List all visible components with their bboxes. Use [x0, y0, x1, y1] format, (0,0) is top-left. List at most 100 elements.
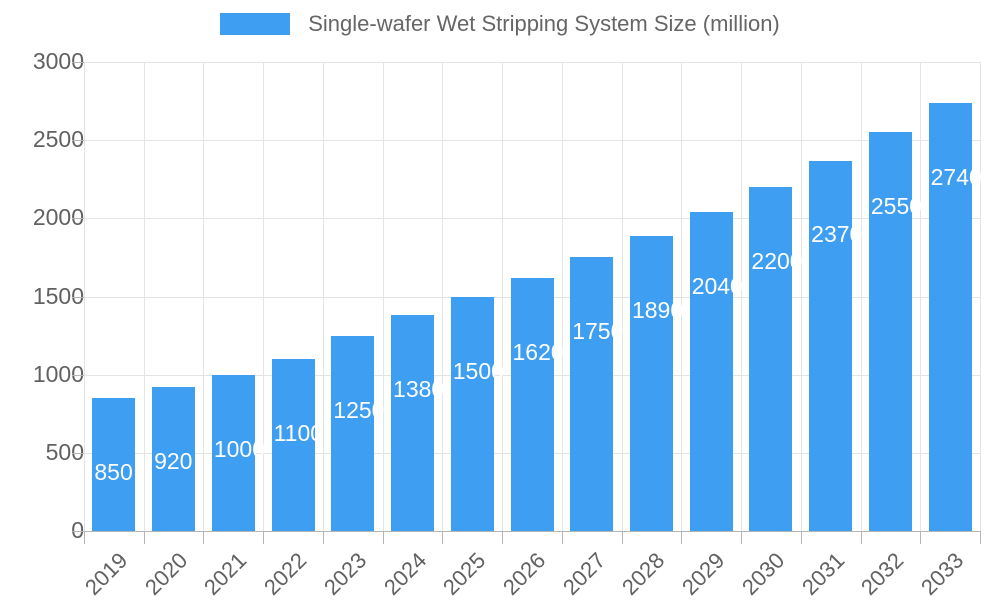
y-axis-tick-label: 0 — [71, 517, 84, 543]
gridline-vertical — [801, 62, 802, 531]
bar[interactable] — [868, 132, 912, 531]
bar-group[interactable]: 1620 — [510, 62, 564, 531]
bar[interactable] — [629, 235, 673, 531]
x-axis-tick-mark — [323, 531, 324, 544]
bar-group[interactable]: 1100 — [271, 62, 323, 531]
x-axis-tick-mark — [442, 531, 443, 544]
chart-legend: Single-wafer Wet Stripping System Size (… — [0, 12, 1000, 36]
y-axis-tick-mark — [72, 374, 84, 376]
bar-group[interactable]: 1750 — [570, 62, 623, 531]
y-axis-tick-label: 2000 — [32, 204, 84, 231]
y-axis-tick-label: 500 — [45, 438, 84, 465]
bar[interactable] — [749, 187, 793, 531]
bar-group[interactable]: 1380 — [391, 62, 444, 531]
bar[interactable] — [450, 296, 494, 531]
x-axis-tick-mark — [203, 531, 204, 544]
x-axis-line — [72, 531, 980, 532]
gridline-vertical — [84, 62, 85, 531]
bar-group[interactable]: 2550 — [868, 62, 922, 531]
gridline-vertical — [741, 62, 742, 531]
x-axis-tick-label: 2022 — [259, 547, 312, 600]
bar-group[interactable]: 1250 — [331, 62, 384, 531]
y-axis-tick-label: 3000 — [32, 48, 84, 74]
y-axis-tick-mark — [72, 62, 84, 63]
x-axis-tick-mark — [502, 531, 503, 544]
bar-group[interactable]: 2740 — [928, 62, 982, 531]
gridline-vertical — [861, 62, 862, 531]
x-axis-tick-label: 2024 — [378, 547, 431, 600]
bar[interactable] — [570, 257, 614, 531]
y-axis-tick-mark — [72, 296, 84, 298]
x-axis-tick-mark — [562, 531, 563, 544]
gridline-vertical — [502, 62, 503, 531]
x-axis-tick-mark — [144, 531, 145, 544]
bar-group[interactable]: 2040 — [689, 62, 743, 531]
x-axis-tick-mark — [980, 531, 981, 544]
bar[interactable] — [510, 277, 554, 531]
gridline-vertical — [203, 62, 204, 531]
gridline-vertical — [323, 62, 324, 531]
x-axis-tick-mark — [383, 531, 384, 544]
gridline-vertical — [681, 62, 682, 531]
x-axis-tick-label: 2028 — [617, 547, 670, 600]
x-axis-tick-mark — [622, 531, 623, 544]
plot-area: 850 920 1000 1100 1250 1380 1500 1620 1750 1890 20… — [84, 62, 982, 532]
bar[interactable] — [391, 315, 435, 531]
gridline-horizontal — [84, 140, 980, 142]
x-axis-tick-mark — [801, 531, 802, 544]
bar[interactable] — [928, 102, 972, 531]
y-axis-tick-mark — [72, 140, 84, 142]
x-axis-tick-label: 2023 — [318, 547, 372, 600]
gridline-vertical — [144, 62, 145, 531]
bar-group[interactable]: 1500 — [450, 62, 504, 531]
gridline-vertical — [920, 62, 921, 531]
x-axis-tick-mark — [861, 531, 862, 544]
y-axis-tick-mark — [72, 531, 84, 532]
x-axis-tick-label: 2020 — [139, 547, 192, 600]
y-axis-tick-label: 1500 — [32, 282, 84, 309]
y-axis-tick-label: 2500 — [32, 126, 84, 153]
gridline-vertical — [980, 62, 981, 531]
legend-label: Single-wafer Wet Stripping System Size (… — [308, 11, 780, 36]
bar-group[interactable]: 920 — [152, 62, 196, 531]
y-axis-tick-label: 1000 — [32, 360, 84, 387]
y-axis: 0 500 1000 1500 2000 2500 3000 — [0, 0, 84, 600]
x-axis-tick-label: 2029 — [677, 547, 730, 600]
x-axis-tick-label: 2027 — [557, 547, 610, 600]
gridline-vertical — [622, 62, 623, 531]
x-axis-tick-mark — [263, 531, 264, 544]
bar[interactable] — [211, 374, 255, 531]
bar[interactable] — [152, 387, 196, 531]
x-axis-tick-label: 2026 — [497, 547, 551, 600]
bar[interactable] — [689, 212, 733, 531]
x-axis-tick-label: 2033 — [916, 547, 969, 600]
bar-group[interactable]: 2200 — [749, 62, 803, 531]
bar[interactable] — [809, 160, 853, 531]
x-axis-tick-mark — [84, 531, 85, 544]
legend-swatch-icon — [220, 13, 291, 35]
x-axis-tick-mark — [681, 531, 682, 544]
x-axis-tick-label: 2030 — [736, 547, 790, 600]
x-axis-tick-mark — [741, 531, 742, 544]
bar[interactable] — [331, 335, 375, 531]
x-axis-tick-label: 2031 — [796, 547, 849, 600]
y-axis-tick-mark — [72, 452, 84, 454]
bar-group[interactable]: 1000 — [211, 62, 265, 531]
bar-group[interactable]: 1890 — [629, 62, 683, 531]
bar-group[interactable]: 850 — [92, 62, 136, 531]
bar-group[interactable]: 2370 — [809, 62, 862, 531]
gridline-vertical — [442, 62, 443, 531]
x-axis-tick-label: 2025 — [438, 547, 491, 600]
gridline-vertical — [562, 62, 563, 531]
bar[interactable] — [271, 359, 315, 531]
y-axis-tick-mark — [72, 218, 84, 220]
gridline-horizontal — [84, 62, 980, 63]
gridline-horizontal — [84, 218, 980, 220]
gridline-vertical — [263, 62, 264, 531]
x-axis-tick-label: 2032 — [856, 547, 909, 600]
x-axis-tick-mark — [920, 531, 921, 544]
bar[interactable] — [92, 398, 136, 531]
x-axis-tick-label: 2021 — [199, 547, 252, 600]
gridline-vertical — [383, 62, 384, 531]
